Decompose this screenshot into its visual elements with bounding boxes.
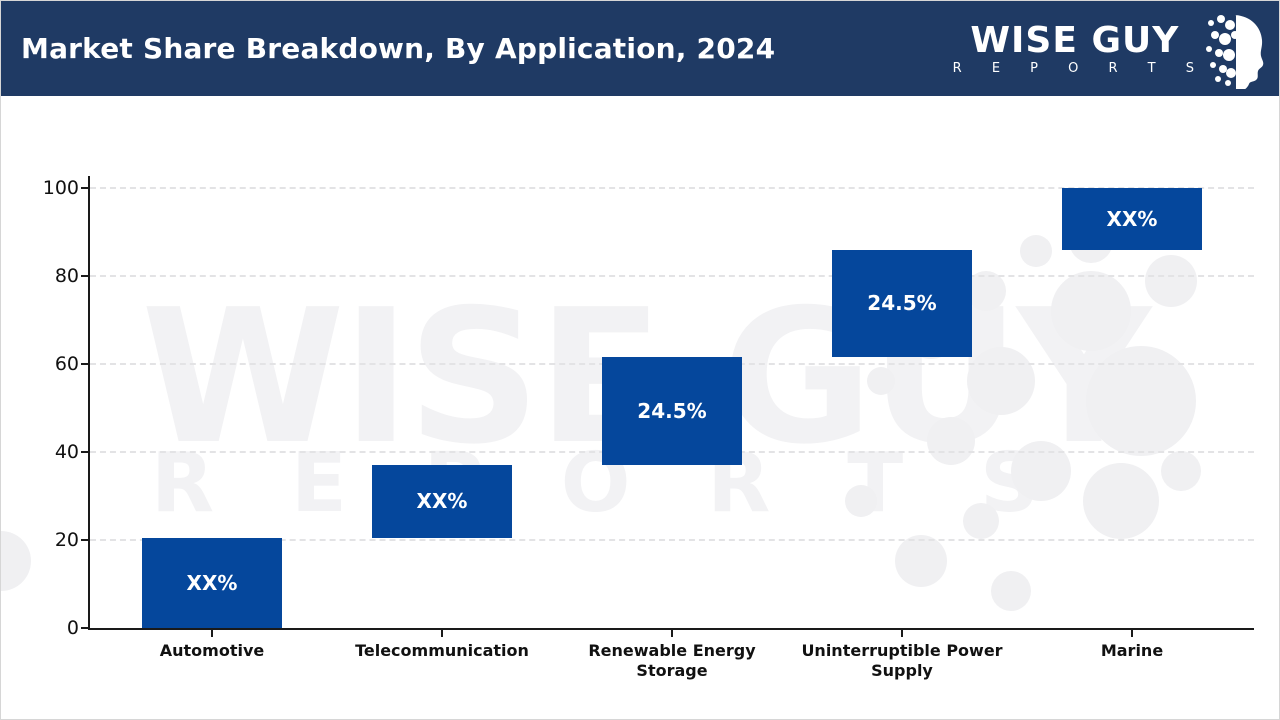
bar-value-label: 24.5% bbox=[637, 399, 707, 424]
bar-value-label: XX% bbox=[186, 570, 238, 595]
x-axis-label-renewable-energy-storage: Renewable Energy Storage bbox=[588, 641, 756, 680]
y-axis-spine bbox=[88, 176, 90, 630]
x-tick-uninterruptible-power-supply bbox=[901, 630, 903, 637]
x-axis-spine bbox=[88, 628, 1254, 630]
watermark-reports-text: R E P O R T S bbox=[151, 436, 1101, 531]
y-tick-80 bbox=[81, 275, 89, 277]
x-tick-renewable-energy-storage bbox=[671, 630, 673, 637]
bar-telecommunication: XX% bbox=[372, 465, 512, 538]
brand-logo-wordmark: WISE GUY bbox=[970, 20, 1180, 61]
bar-renewable-energy-storage: 24.5% bbox=[602, 357, 742, 466]
header-bar: Market Share Breakdown, By Application, … bbox=[1, 1, 1279, 96]
y-axis-label-100: 100 bbox=[42, 177, 79, 199]
bar-uninterruptible-power-supply: 24.5% bbox=[832, 249, 972, 358]
y-tick-60 bbox=[81, 363, 89, 365]
y-axis-label-40: 40 bbox=[54, 441, 79, 463]
y-tick-20 bbox=[81, 539, 89, 541]
bar-automotive: XX% bbox=[142, 537, 282, 628]
y-tick-100 bbox=[81, 187, 89, 189]
x-tick-marine bbox=[1131, 630, 1133, 637]
y-tick-40 bbox=[81, 451, 89, 453]
y-tick-0 bbox=[81, 627, 89, 629]
brand-logo: WISE GUY R E P O R T S bbox=[943, 9, 1267, 89]
y-axis-label-20: 20 bbox=[54, 529, 79, 551]
bar-value-label: XX% bbox=[416, 489, 468, 514]
chart-title: Market Share Breakdown, By Application, … bbox=[21, 32, 776, 65]
watermark-wordmark: WISE GUY bbox=[141, 269, 1153, 485]
x-tick-automotive bbox=[211, 630, 213, 637]
gridline-20 bbox=[90, 539, 1254, 541]
x-axis-label-uninterruptible-power-supply: Uninterruptible Power Supply bbox=[801, 641, 1003, 680]
brand-logo-face-icon bbox=[1206, 15, 1264, 89]
x-axis-label-telecommunication: Telecommunication bbox=[355, 641, 529, 660]
y-axis-label-0: 0 bbox=[66, 617, 79, 639]
brand-logo-subtext: R E P O R T S bbox=[952, 61, 1207, 76]
x-axis-label-automotive: Automotive bbox=[159, 641, 265, 660]
gridline-60 bbox=[90, 363, 1254, 365]
gridline-100 bbox=[90, 187, 1254, 189]
bar-marine: XX% bbox=[1062, 188, 1202, 250]
y-axis-label-60: 60 bbox=[54, 353, 79, 375]
gridline-80 bbox=[90, 275, 1254, 277]
bar-value-label: XX% bbox=[1106, 206, 1158, 231]
x-axis-label-marine: Marine bbox=[1100, 641, 1164, 660]
watermark-face-dots bbox=[1, 219, 1201, 611]
bar-value-label: 24.5% bbox=[867, 291, 937, 316]
y-axis-label-80: 80 bbox=[54, 265, 79, 287]
x-tick-telecommunication bbox=[441, 630, 443, 637]
gridline-40 bbox=[90, 451, 1254, 453]
